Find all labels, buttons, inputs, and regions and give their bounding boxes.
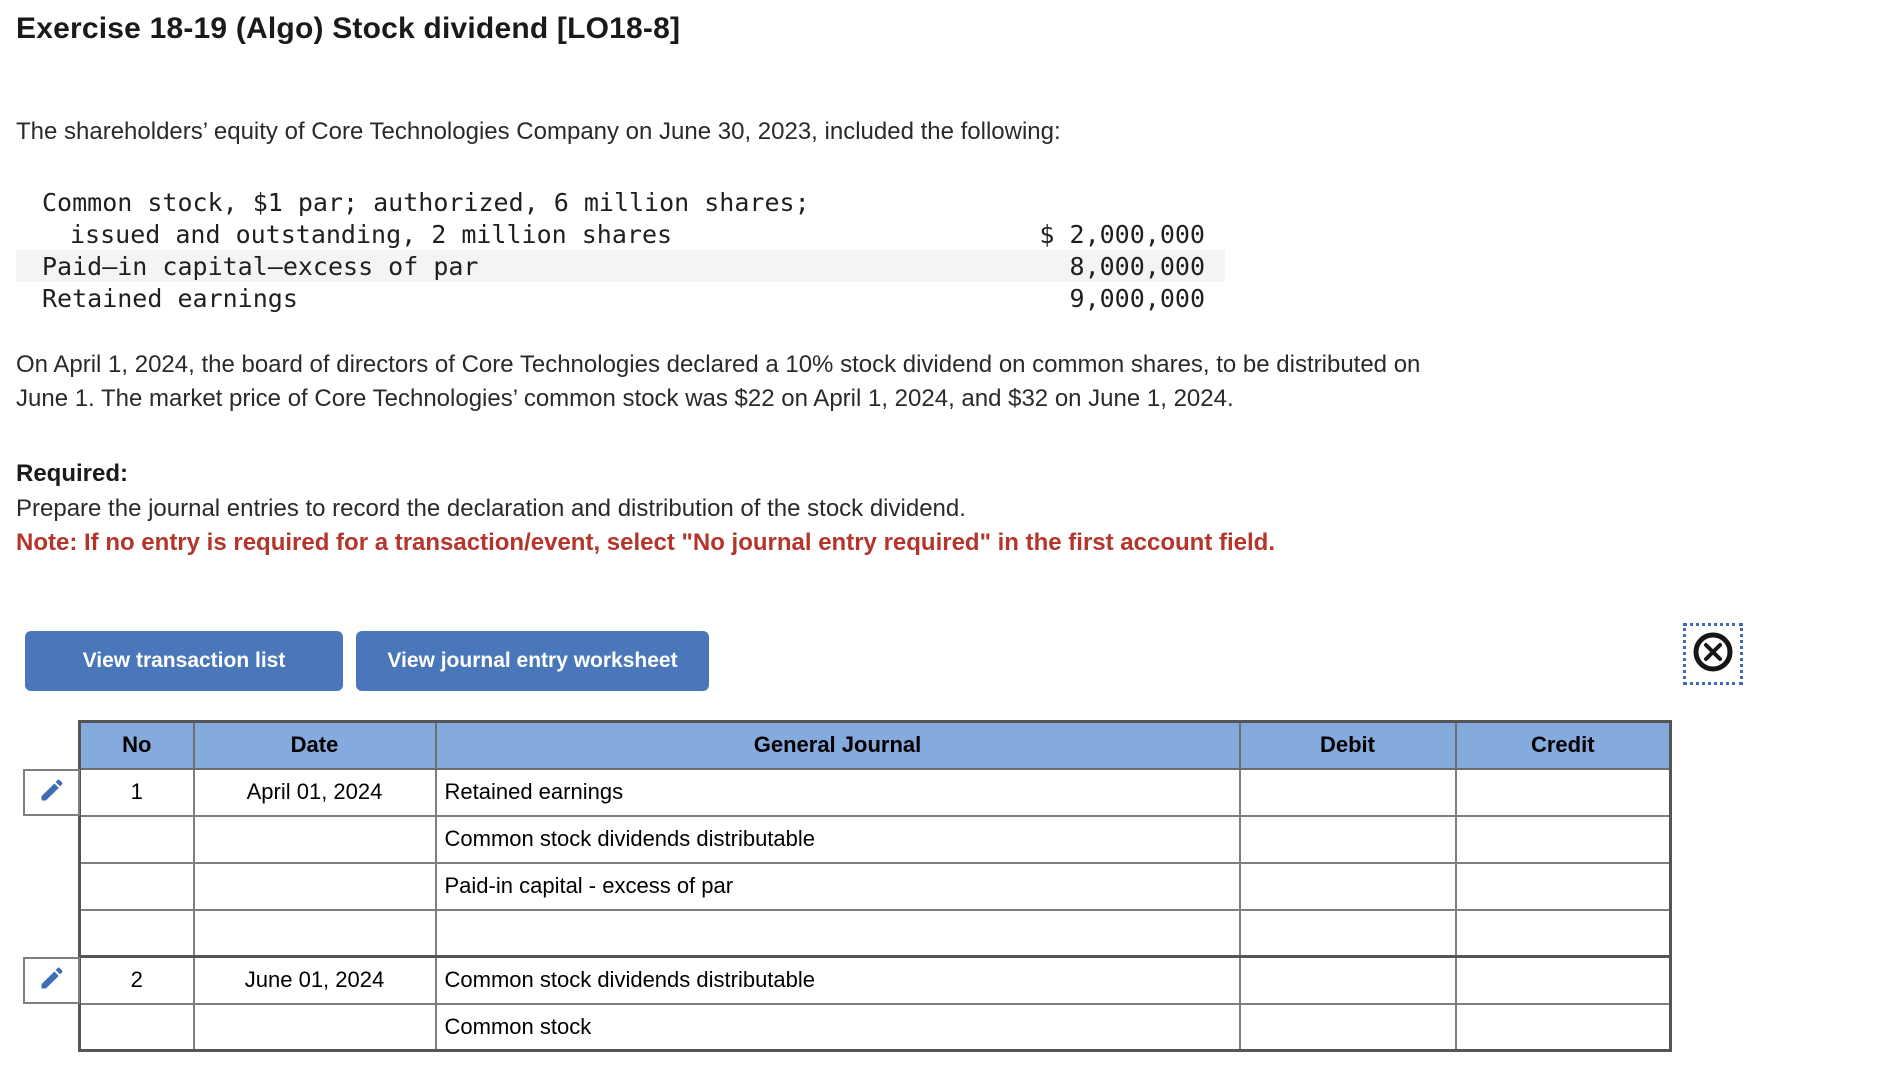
scenario-paragraph: On April 1, 2024, the board of directors… (16, 348, 1892, 416)
equity-label: Retained earnings (42, 283, 298, 313)
equity-amount: 8,000,000 (1069, 251, 1205, 281)
account-cell: Common stock dividends distributable (434, 955, 1241, 1005)
equity-label: Paid–in capital–excess of par (42, 251, 479, 281)
date-cell (192, 814, 437, 864)
entry-number-cell: 2 (78, 955, 195, 1005)
entry-number-cell (78, 861, 195, 911)
date-cell: June 01, 2024 (192, 955, 437, 1005)
journal-row: 2 June 01, 2024 Common stock dividends d… (78, 955, 1672, 1005)
equity-row: Common stock, $1 par; authorized, 6 mill… (16, 186, 1225, 218)
entry-number-cell: 1 (78, 767, 195, 817)
edit-pencil-icon (38, 776, 66, 809)
entry-number-cell (78, 1002, 195, 1052)
equity-row: Retained earnings 9,000,000 (16, 282, 1225, 314)
view-journal-entry-worksheet-button[interactable]: View journal entry worksheet (356, 631, 709, 691)
journal-row (78, 908, 1672, 958)
edit-entry-2-button[interactable] (23, 957, 80, 1004)
equity-row: issued and outstanding, 2 million shares… (16, 218, 1225, 250)
scenario-line-2: June 1. The market price of Core Technol… (16, 385, 1234, 412)
equity-label: issued and outstanding, 2 million shares (70, 219, 673, 249)
column-header-date: Date (192, 720, 437, 770)
required-instruction: Prepare the journal entries to record th… (16, 495, 966, 522)
account-cell: Common stock (434, 1002, 1241, 1052)
column-header-credit: Credit (1454, 720, 1672, 770)
required-heading: Required: (16, 460, 129, 487)
date-cell (192, 861, 437, 911)
equity-amount: $ 2,000,000 (1039, 219, 1205, 249)
edit-pencil-icon (38, 964, 66, 997)
credit-cell (1454, 1002, 1672, 1052)
general-journal-table: No Date General Journal Debit Credit 1 A… (78, 720, 1672, 1052)
journal-row: 1 April 01, 2024 Retained earnings (78, 767, 1672, 817)
column-header-no: No (78, 720, 195, 770)
date-cell (192, 908, 437, 958)
equity-schedule: Common stock, $1 par; authorized, 6 mill… (16, 186, 1225, 314)
debit-cell (1238, 861, 1457, 911)
debit-cell (1238, 814, 1457, 864)
equity-label: Common stock, $1 par; authorized, 6 mill… (42, 187, 810, 217)
entry-number-cell (78, 908, 195, 958)
account-cell: Paid-in capital - excess of par (434, 861, 1241, 911)
journal-row: Paid-in capital - excess of par (78, 861, 1672, 911)
debit-cell (1238, 1002, 1457, 1052)
column-header-debit: Debit (1238, 720, 1457, 770)
intro-paragraph: The shareholders’ equity of Core Technol… (16, 118, 1061, 145)
equity-row: Paid–in capital–excess of par 8,000,000 (16, 250, 1225, 282)
debit-cell (1238, 908, 1457, 958)
edit-entry-1-button[interactable] (23, 769, 80, 816)
journal-row: Common stock (78, 1002, 1672, 1052)
credit-cell (1454, 767, 1672, 817)
equity-amount: 9,000,000 (1069, 283, 1205, 313)
credit-cell (1454, 861, 1672, 911)
required-note: Note: If no entry is required for a tran… (16, 529, 1275, 556)
circle-x-icon (1690, 629, 1736, 680)
debit-cell (1238, 955, 1457, 1005)
account-cell: Retained earnings (434, 767, 1241, 817)
remove-exercise-control[interactable] (1683, 623, 1743, 685)
date-cell (192, 1002, 437, 1052)
view-transaction-list-button[interactable]: View transaction list (25, 631, 343, 691)
entry-number-cell (78, 814, 195, 864)
page-title: Exercise 18-19 (Algo) Stock dividend [LO… (16, 12, 681, 45)
journal-header-row: No Date General Journal Debit Credit (78, 720, 1672, 770)
account-cell (434, 908, 1241, 958)
debit-cell (1238, 767, 1457, 817)
journal-row: Common stock dividends distributable (78, 814, 1672, 864)
scenario-line-1: On April 1, 2024, the board of directors… (16, 351, 1421, 378)
credit-cell (1454, 814, 1672, 864)
date-cell: April 01, 2024 (192, 767, 437, 817)
column-header-general-journal: General Journal (434, 720, 1241, 770)
account-cell: Common stock dividends distributable (434, 814, 1241, 864)
credit-cell (1454, 908, 1672, 958)
credit-cell (1454, 955, 1672, 1005)
